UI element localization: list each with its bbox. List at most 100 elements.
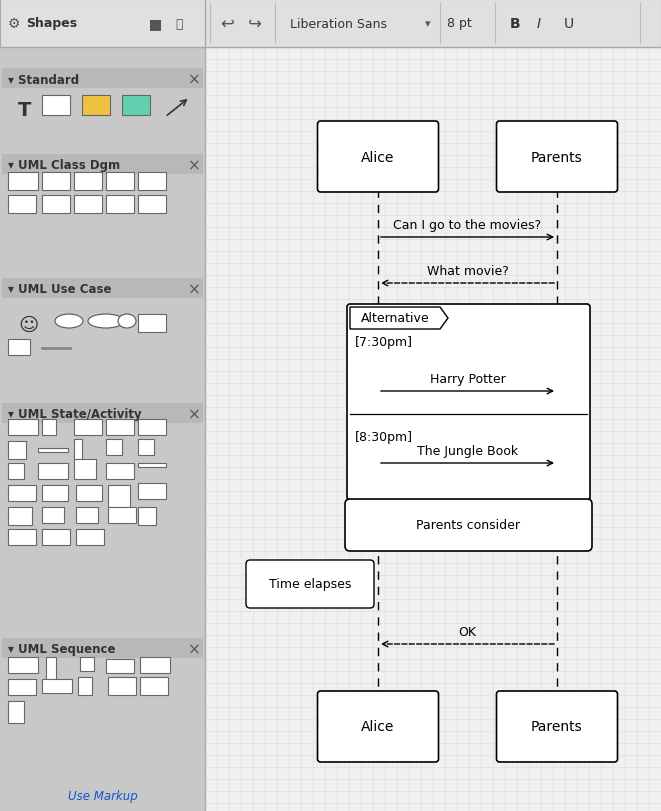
Text: Alice: Alice xyxy=(362,719,395,734)
Bar xyxy=(106,173,134,191)
Text: The Jungle Book: The Jungle Book xyxy=(417,444,518,457)
Bar xyxy=(42,679,72,693)
Text: ▾ UML Class Dgm: ▾ UML Class Dgm xyxy=(8,159,120,172)
Bar xyxy=(42,195,70,214)
Bar xyxy=(74,173,102,191)
Bar xyxy=(106,659,134,673)
Text: ×: × xyxy=(188,158,201,174)
Bar xyxy=(108,508,136,523)
Bar xyxy=(8,173,38,191)
Bar xyxy=(138,463,166,467)
Bar xyxy=(78,677,92,695)
FancyBboxPatch shape xyxy=(317,691,438,762)
Bar xyxy=(8,195,36,214)
Bar xyxy=(138,419,166,436)
FancyBboxPatch shape xyxy=(496,122,617,193)
Text: Parents: Parents xyxy=(531,719,583,734)
Bar xyxy=(76,486,102,501)
Bar xyxy=(74,195,102,214)
Bar xyxy=(2,69,203,89)
Bar xyxy=(42,173,70,191)
Bar xyxy=(76,508,98,523)
Text: B: B xyxy=(510,17,521,31)
Bar xyxy=(2,404,203,423)
Text: ×: × xyxy=(188,72,201,88)
Text: I: I xyxy=(537,17,541,31)
Ellipse shape xyxy=(118,315,136,328)
Bar xyxy=(82,96,110,116)
Bar xyxy=(38,448,68,453)
Bar xyxy=(138,195,166,214)
Text: Liberation Sans: Liberation Sans xyxy=(290,18,387,31)
Bar xyxy=(106,195,134,214)
Bar xyxy=(8,463,24,479)
Bar xyxy=(108,486,130,508)
Bar xyxy=(106,463,134,479)
Bar xyxy=(8,441,26,460)
Text: OK: OK xyxy=(459,625,477,638)
Bar xyxy=(138,483,166,500)
Text: [7:30pm]: [7:30pm] xyxy=(355,336,413,349)
Text: ▾ Standard: ▾ Standard xyxy=(8,74,79,87)
Bar xyxy=(106,440,122,456)
Bar xyxy=(8,702,24,723)
Text: Harry Potter: Harry Potter xyxy=(430,372,506,385)
Bar xyxy=(205,48,661,811)
Bar xyxy=(76,530,104,545)
Text: Can I go to the movies?: Can I go to the movies? xyxy=(393,219,541,232)
FancyBboxPatch shape xyxy=(246,560,374,608)
Text: ▾ UML Sequence: ▾ UML Sequence xyxy=(8,642,116,655)
Bar xyxy=(8,419,38,436)
Polygon shape xyxy=(350,307,448,329)
Bar xyxy=(0,48,205,811)
FancyBboxPatch shape xyxy=(496,691,617,762)
Text: Use Markup: Use Markup xyxy=(68,790,137,803)
Text: U: U xyxy=(564,17,574,31)
Bar xyxy=(8,530,36,545)
Text: 🔍: 🔍 xyxy=(175,18,182,31)
Bar xyxy=(42,508,64,523)
Text: ▪: ▪ xyxy=(148,14,163,34)
Text: ×: × xyxy=(188,407,201,422)
Bar xyxy=(42,96,70,116)
Text: ▾: ▾ xyxy=(425,19,430,29)
Text: ▾ UML State/Activity: ▾ UML State/Activity xyxy=(8,408,141,421)
Bar xyxy=(8,508,32,526)
Bar xyxy=(8,340,30,355)
Text: Alice: Alice xyxy=(362,150,395,165)
Bar xyxy=(138,315,166,333)
Bar xyxy=(8,679,36,695)
FancyBboxPatch shape xyxy=(347,305,590,500)
Bar xyxy=(108,677,136,695)
Text: ×: × xyxy=(188,282,201,297)
Bar xyxy=(138,440,154,456)
Text: What movie?: What movie? xyxy=(426,264,508,277)
Bar xyxy=(106,419,134,436)
Text: ⚙: ⚙ xyxy=(8,17,20,31)
Bar xyxy=(74,460,96,479)
Text: Alternative: Alternative xyxy=(361,312,429,325)
Text: ☺: ☺ xyxy=(18,315,38,334)
Bar xyxy=(8,657,38,673)
Bar xyxy=(138,173,166,191)
Bar xyxy=(122,96,150,116)
Bar xyxy=(74,419,102,436)
FancyBboxPatch shape xyxy=(345,500,592,551)
Bar xyxy=(80,657,94,672)
Bar xyxy=(140,657,170,673)
Bar xyxy=(42,530,70,545)
Bar xyxy=(138,508,156,526)
Text: T: T xyxy=(18,101,31,119)
Bar xyxy=(46,657,56,679)
Text: Shapes: Shapes xyxy=(26,18,77,31)
Text: Parents: Parents xyxy=(531,150,583,165)
Bar xyxy=(0,0,661,48)
Bar xyxy=(42,486,68,501)
Text: ▾ UML Use Case: ▾ UML Use Case xyxy=(8,283,112,296)
Bar xyxy=(2,279,203,298)
Bar xyxy=(2,638,203,659)
Bar xyxy=(140,677,168,695)
Text: ↪: ↪ xyxy=(248,15,262,33)
Text: 8 pt: 8 pt xyxy=(447,18,472,31)
Ellipse shape xyxy=(88,315,124,328)
